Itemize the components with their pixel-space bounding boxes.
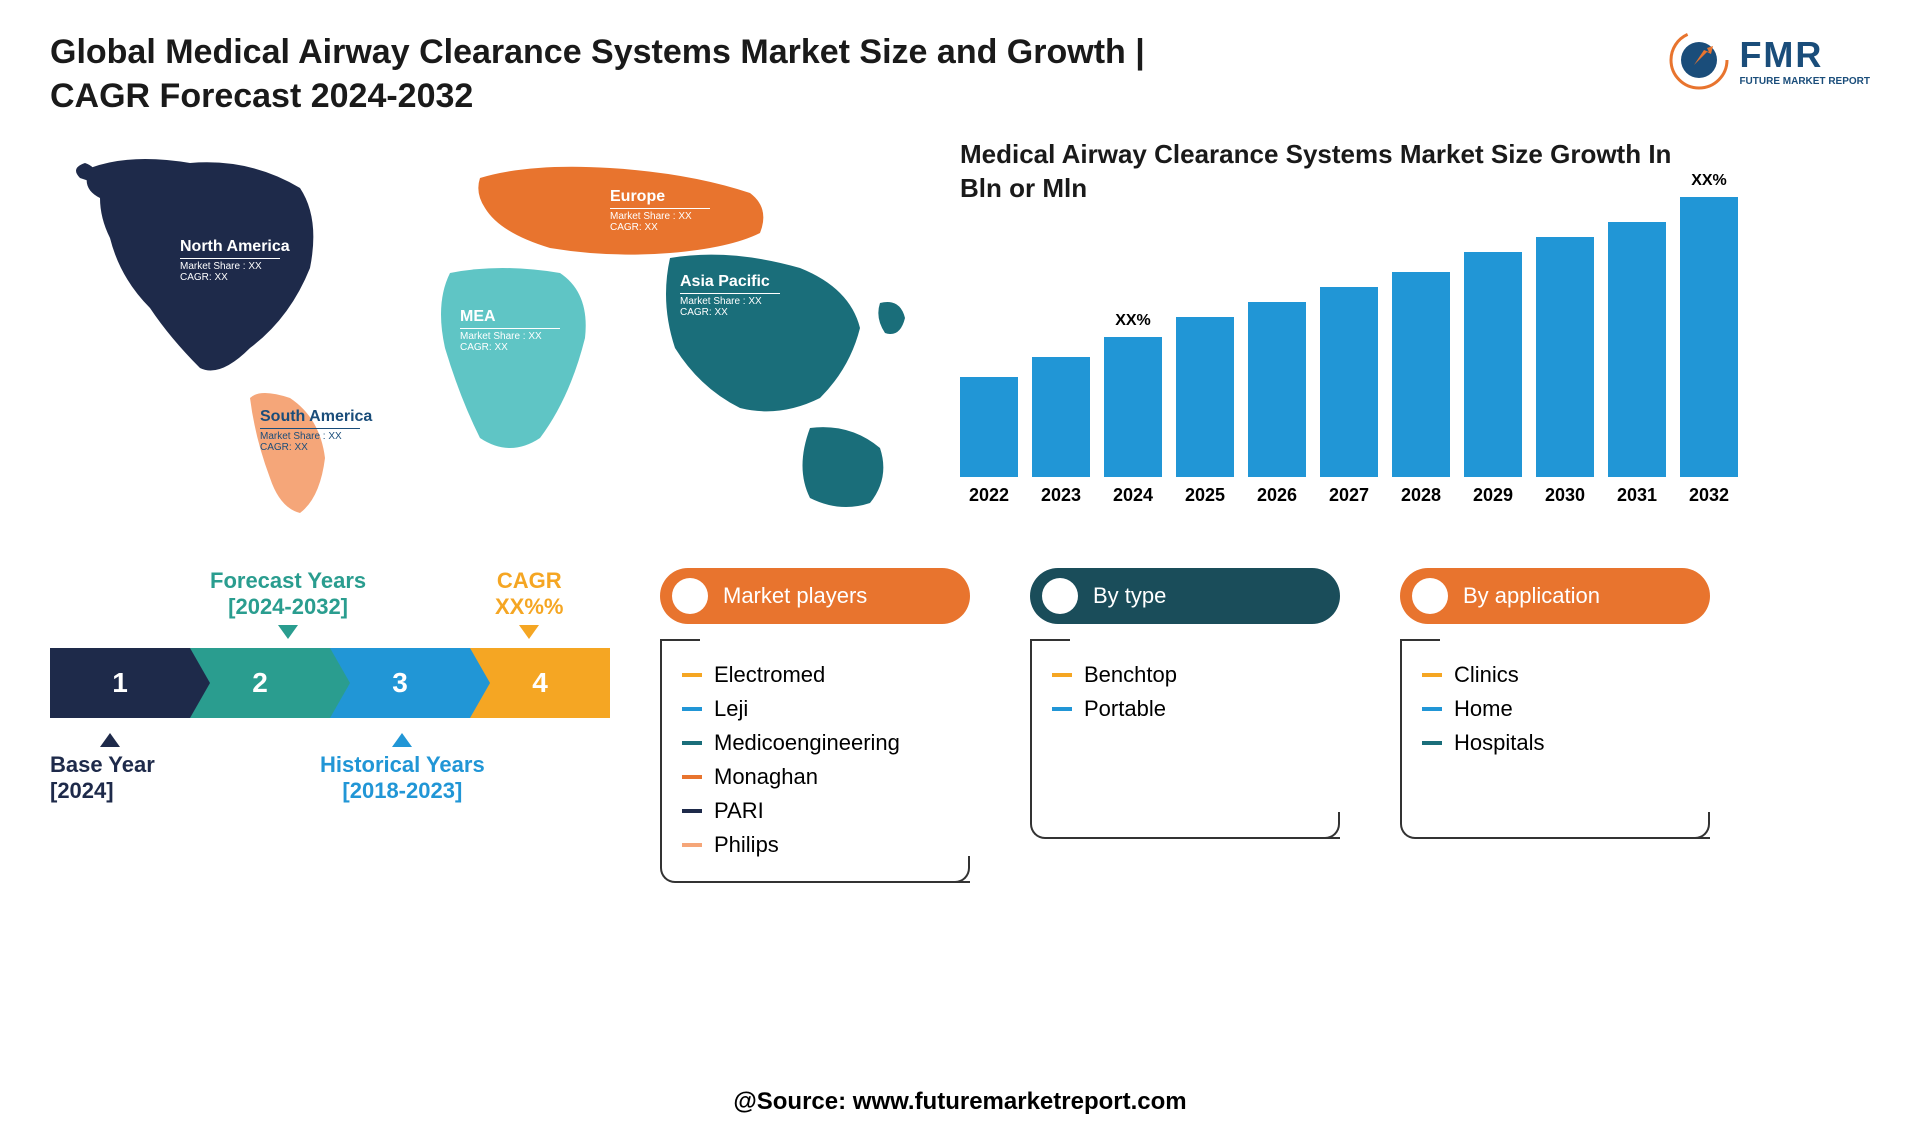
category-item: Clinics <box>1422 662 1710 688</box>
category: By application Clinics Home Hospitals <box>1400 568 1710 883</box>
region-asia-pacific: Asia Pacific Market Share : XX CAGR: XX <box>680 273 780 318</box>
region-europe: Europe Market Share : XX CAGR: XX <box>610 188 710 233</box>
category-item: Hospitals <box>1422 730 1710 756</box>
bar: 2025 <box>1176 317 1234 506</box>
logo-subtitle: FUTURE MARKET REPORT <box>1739 76 1870 87</box>
bar: 2028 <box>1392 272 1450 506</box>
source-attribution: @Source: www.futuremarketreport.com <box>733 1088 1186 1116</box>
bar-chart: Medical Airway Clearance Systems Market … <box>960 138 1870 518</box>
category-item: Electromed <box>682 662 970 688</box>
category-item: Leji <box>682 696 970 722</box>
timeline-seg-2: 2 <box>190 648 330 718</box>
category: Market players Electromed Leji Medicoengin… <box>660 568 970 883</box>
category-pill: By application <box>1400 568 1710 624</box>
category-pill: Market players <box>660 568 970 624</box>
logo: FMR FUTURE MARKET REPORT <box>1669 30 1870 90</box>
category-item: Philips <box>682 832 970 858</box>
bar: 2030 <box>1536 237 1594 506</box>
bar: XX%2024 <box>1104 337 1162 506</box>
category-item: Medicoengineering <box>682 730 970 756</box>
bar: 2031 <box>1608 222 1666 506</box>
page-title: Global Medical Airway Clearance Systems … <box>50 30 1250 118</box>
annot-historical: Historical Years [2018-2023] <box>320 728 485 804</box>
annot-base: Base Year [2024] <box>50 728 155 804</box>
bar: 2027 <box>1320 287 1378 506</box>
category-item: PARI <box>682 798 970 824</box>
annot-forecast: Forecast Years [2024-2032] <box>210 568 366 644</box>
region-north-america: North America Market Share : XX CAGR: XX <box>180 238 290 283</box>
timeline-seg-1: 1 <box>50 648 190 718</box>
logo-text: FMR <box>1739 34 1870 76</box>
annot-cagr: CAGR XX%% <box>495 568 563 644</box>
region-mea: MEA Market Share : XX CAGR: XX <box>460 308 560 353</box>
bar: 2022 <box>960 377 1018 506</box>
world-map: North America Market Share : XX CAGR: XX… <box>50 138 920 518</box>
category-item: Monaghan <box>682 764 970 790</box>
timeline-seg-4: 4 <box>470 648 610 718</box>
chart-title: Medical Airway Clearance Systems Market … <box>960 138 1870 206</box>
logo-icon <box>1669 30 1729 90</box>
category-item: Benchtop <box>1052 662 1340 688</box>
bar: XX%2032 <box>1680 197 1738 506</box>
category: By type Benchtop Portable <box>1030 568 1340 883</box>
timeline-seg-3: 3 <box>330 648 470 718</box>
bar: 2023 <box>1032 357 1090 506</box>
region-south-america: South America Market Share : XX CAGR: XX <box>260 408 372 453</box>
category-item: Portable <box>1052 696 1340 722</box>
bar: 2029 <box>1464 252 1522 506</box>
bar: 2026 <box>1248 302 1306 506</box>
category-item: Home <box>1422 696 1710 722</box>
timeline: Forecast Years [2024-2032] CAGR XX%% 1 2… <box>50 568 610 718</box>
category-pill: By type <box>1030 568 1340 624</box>
